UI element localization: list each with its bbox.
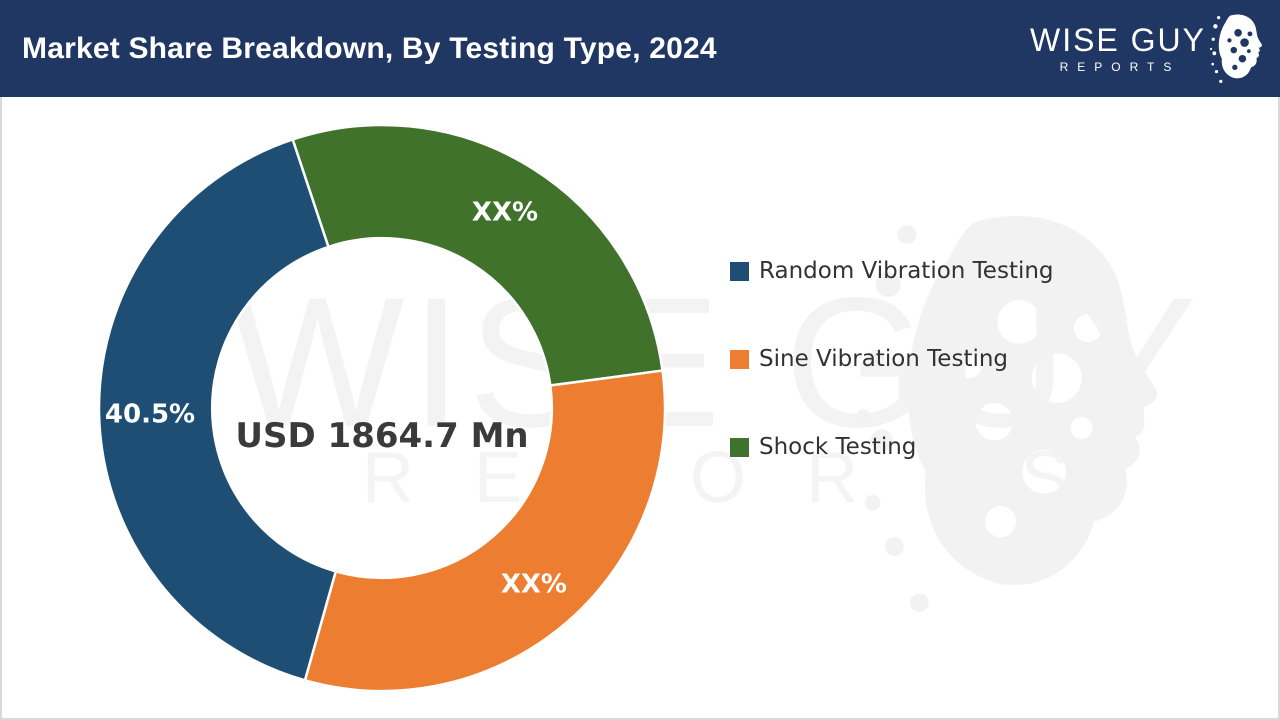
legend-swatch bbox=[730, 261, 749, 281]
pie-slice-random-vibration-testing bbox=[97, 138, 338, 682]
legend-item-shock-testing: Shock Testing bbox=[730, 434, 1054, 460]
legend-swatch bbox=[730, 437, 749, 457]
legend-label: Random Vibration Testing bbox=[759, 258, 1054, 284]
donut-chart-svg: XX% XX% 40.5% bbox=[97, 123, 667, 693]
page-title: Market Share Breakdown, By Testing Type,… bbox=[22, 31, 717, 65]
dotted-head-profile-icon bbox=[1210, 14, 1262, 84]
pie-slice-shock-testing bbox=[291, 123, 664, 387]
legend-label: Shock Testing bbox=[759, 434, 917, 460]
chart-canvas: WISE GUY REPORTS XX% XX% 40.5% USD 1864.7 … bbox=[0, 97, 1280, 720]
logo-text: WISE GUY REPORTS bbox=[1030, 24, 1206, 74]
logo-subtitle: REPORTS bbox=[1059, 59, 1181, 74]
donut-chart: XX% XX% 40.5% USD 1864.7 Mn bbox=[97, 123, 667, 693]
legend-item-random-vibration-testing: Random Vibration Testing bbox=[730, 258, 1054, 284]
header-bar: Market Share Breakdown, By Testing Type,… bbox=[0, 0, 1280, 97]
pie-slice-sine-vibration-testing bbox=[303, 369, 667, 693]
chart-center-value: USD 1864.7 Mn bbox=[235, 416, 529, 456]
chart-legend: Random Vibration Testing Sine Vibration … bbox=[730, 258, 1054, 460]
slice-label: XX% bbox=[472, 197, 538, 227]
legend-swatch bbox=[730, 349, 749, 369]
slice-label: 40.5% bbox=[105, 399, 195, 429]
legend-item-sine-vibration-testing: Sine Vibration Testing bbox=[730, 346, 1054, 372]
wise-guy-reports-logo: WISE GUY REPORTS bbox=[1030, 8, 1264, 90]
logo-name: WISE GUY bbox=[1029, 22, 1206, 59]
slice-label: XX% bbox=[501, 570, 567, 600]
legend-label: Sine Vibration Testing bbox=[759, 346, 1009, 372]
